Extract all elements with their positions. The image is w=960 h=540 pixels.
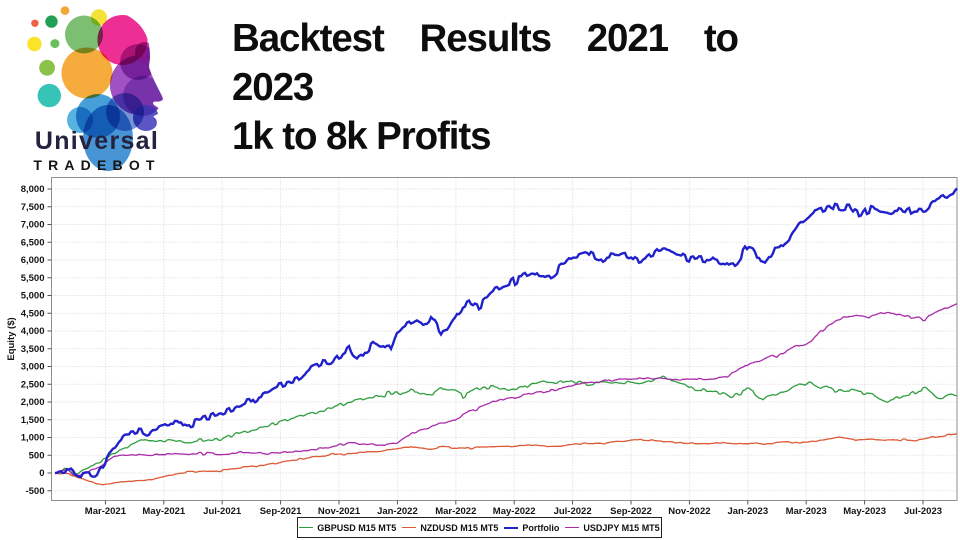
svg-text:Jul-2021: Jul-2021 (203, 506, 242, 517)
svg-text:Mar-2023: Mar-2023 (786, 506, 827, 517)
svg-text:5,500: 5,500 (21, 273, 45, 284)
svg-text:Nov-2022: Nov-2022 (668, 506, 710, 517)
svg-text:Sep-2022: Sep-2022 (610, 506, 652, 517)
svg-text:Mar-2022: Mar-2022 (435, 506, 476, 517)
svg-text:2,500: 2,500 (21, 379, 45, 390)
svg-text:4,500: 4,500 (21, 308, 45, 319)
svg-text:7,500: 7,500 (21, 202, 45, 213)
svg-text:0: 0 (39, 468, 44, 479)
svg-text:Jan-2023: Jan-2023 (727, 506, 768, 517)
svg-text:Mar-2021: Mar-2021 (85, 506, 127, 517)
svg-text:Sep-2021: Sep-2021 (260, 506, 302, 517)
svg-text:Jan-2022: Jan-2022 (377, 506, 418, 517)
svg-text:8,000: 8,000 (21, 184, 45, 195)
svg-text:2,000: 2,000 (21, 397, 45, 408)
svg-text:7,000: 7,000 (21, 220, 45, 231)
svg-text:5,000: 5,000 (21, 291, 45, 302)
svg-text:Nov-2021: Nov-2021 (318, 506, 361, 517)
svg-text:6,000: 6,000 (21, 255, 45, 266)
svg-text:May-2022: May-2022 (493, 506, 536, 517)
svg-text:Jul-2022: Jul-2022 (554, 506, 592, 517)
svg-text:6,500: 6,500 (21, 237, 45, 248)
svg-text:May-2023: May-2023 (843, 506, 886, 517)
svg-text:May-2021: May-2021 (142, 506, 185, 517)
svg-text:3,000: 3,000 (21, 362, 45, 373)
svg-text:3,500: 3,500 (21, 344, 45, 355)
svg-text:-500: -500 (25, 486, 44, 497)
svg-text:1,500: 1,500 (21, 415, 45, 426)
svg-text:Jul-2023: Jul-2023 (904, 506, 942, 517)
svg-text:500: 500 (29, 450, 45, 461)
svg-text:Equity ($): Equity ($) (6, 317, 17, 360)
svg-text:1,000: 1,000 (21, 433, 45, 444)
svg-text:4,000: 4,000 (21, 326, 45, 337)
